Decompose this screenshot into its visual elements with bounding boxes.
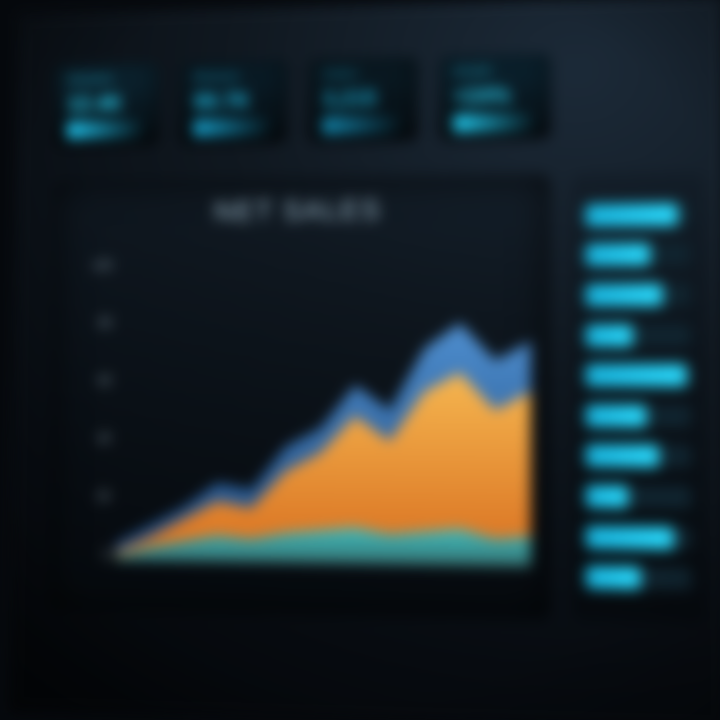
kpi-label: Sessions bbox=[68, 73, 147, 86]
side-bar-fill bbox=[586, 525, 674, 549]
kpi-row: Sessions 12.4K Revenue $8.7K Orders 3,215 Grow… bbox=[54, 54, 551, 147]
side-bar-row bbox=[586, 243, 691, 266]
kpi-card[interactable]: Sessions 12.4K bbox=[54, 63, 160, 147]
kpi-value: $8.7K bbox=[193, 87, 273, 114]
y-tick-label: 80 bbox=[68, 315, 112, 330]
side-bar-row bbox=[586, 445, 691, 468]
kpi-sparkline bbox=[193, 118, 273, 137]
kpi-card[interactable]: Growth +24% bbox=[439, 54, 550, 141]
y-tick-label: 100 bbox=[69, 258, 113, 273]
side-bar-fill bbox=[586, 364, 687, 387]
y-tick-label: 40 bbox=[67, 430, 111, 445]
main-chart-panel: NET SALES 100 80 60 40 20 0 bbox=[48, 174, 551, 620]
side-bar-fill bbox=[586, 566, 641, 589]
kpi-sparkline bbox=[322, 116, 404, 135]
y-axis: 100 80 60 40 20 0 bbox=[66, 258, 113, 562]
side-bar-row bbox=[585, 203, 690, 226]
kpi-value: +24% bbox=[453, 82, 536, 109]
kpi-label: Growth bbox=[454, 64, 537, 78]
side-bar-fill bbox=[586, 324, 633, 346]
kpi-label: Orders bbox=[322, 67, 404, 81]
side-bar-fill bbox=[586, 485, 628, 508]
side-bar-row bbox=[586, 364, 691, 387]
chart-plot-area bbox=[115, 254, 530, 568]
kpi-sparkline bbox=[67, 120, 146, 139]
side-bar-row bbox=[586, 284, 691, 307]
kpi-card[interactable]: Orders 3,215 bbox=[308, 57, 418, 143]
area-chart-svg bbox=[115, 254, 530, 568]
kpi-card[interactable]: Revenue $8.7K bbox=[180, 60, 288, 145]
side-bar-fill bbox=[586, 244, 651, 267]
kpi-sparkline bbox=[453, 113, 536, 132]
side-bar-panel bbox=[571, 172, 706, 623]
dashboard-stage: Sessions 12.4K Revenue $8.7K Orders 3,215 Grow… bbox=[9, 0, 720, 720]
kpi-value: 3,215 bbox=[322, 84, 404, 111]
y-tick-label: 0 bbox=[66, 546, 110, 561]
side-bar-row bbox=[586, 324, 691, 347]
side-bar-row bbox=[586, 525, 692, 549]
side-bar-row bbox=[586, 404, 691, 427]
y-tick-label: 60 bbox=[68, 373, 112, 388]
side-bar-fill bbox=[585, 203, 677, 226]
kpi-label: Revenue bbox=[194, 70, 274, 83]
side-bar-row bbox=[586, 566, 692, 590]
side-bar-row bbox=[586, 485, 692, 509]
side-bar-fill bbox=[586, 284, 664, 307]
side-bar-fill bbox=[586, 404, 647, 427]
kpi-value: 12.4K bbox=[67, 90, 146, 117]
main-chart-title: NET SALES bbox=[53, 192, 551, 229]
y-tick-label: 20 bbox=[66, 488, 110, 503]
side-bar-fill bbox=[586, 445, 660, 468]
